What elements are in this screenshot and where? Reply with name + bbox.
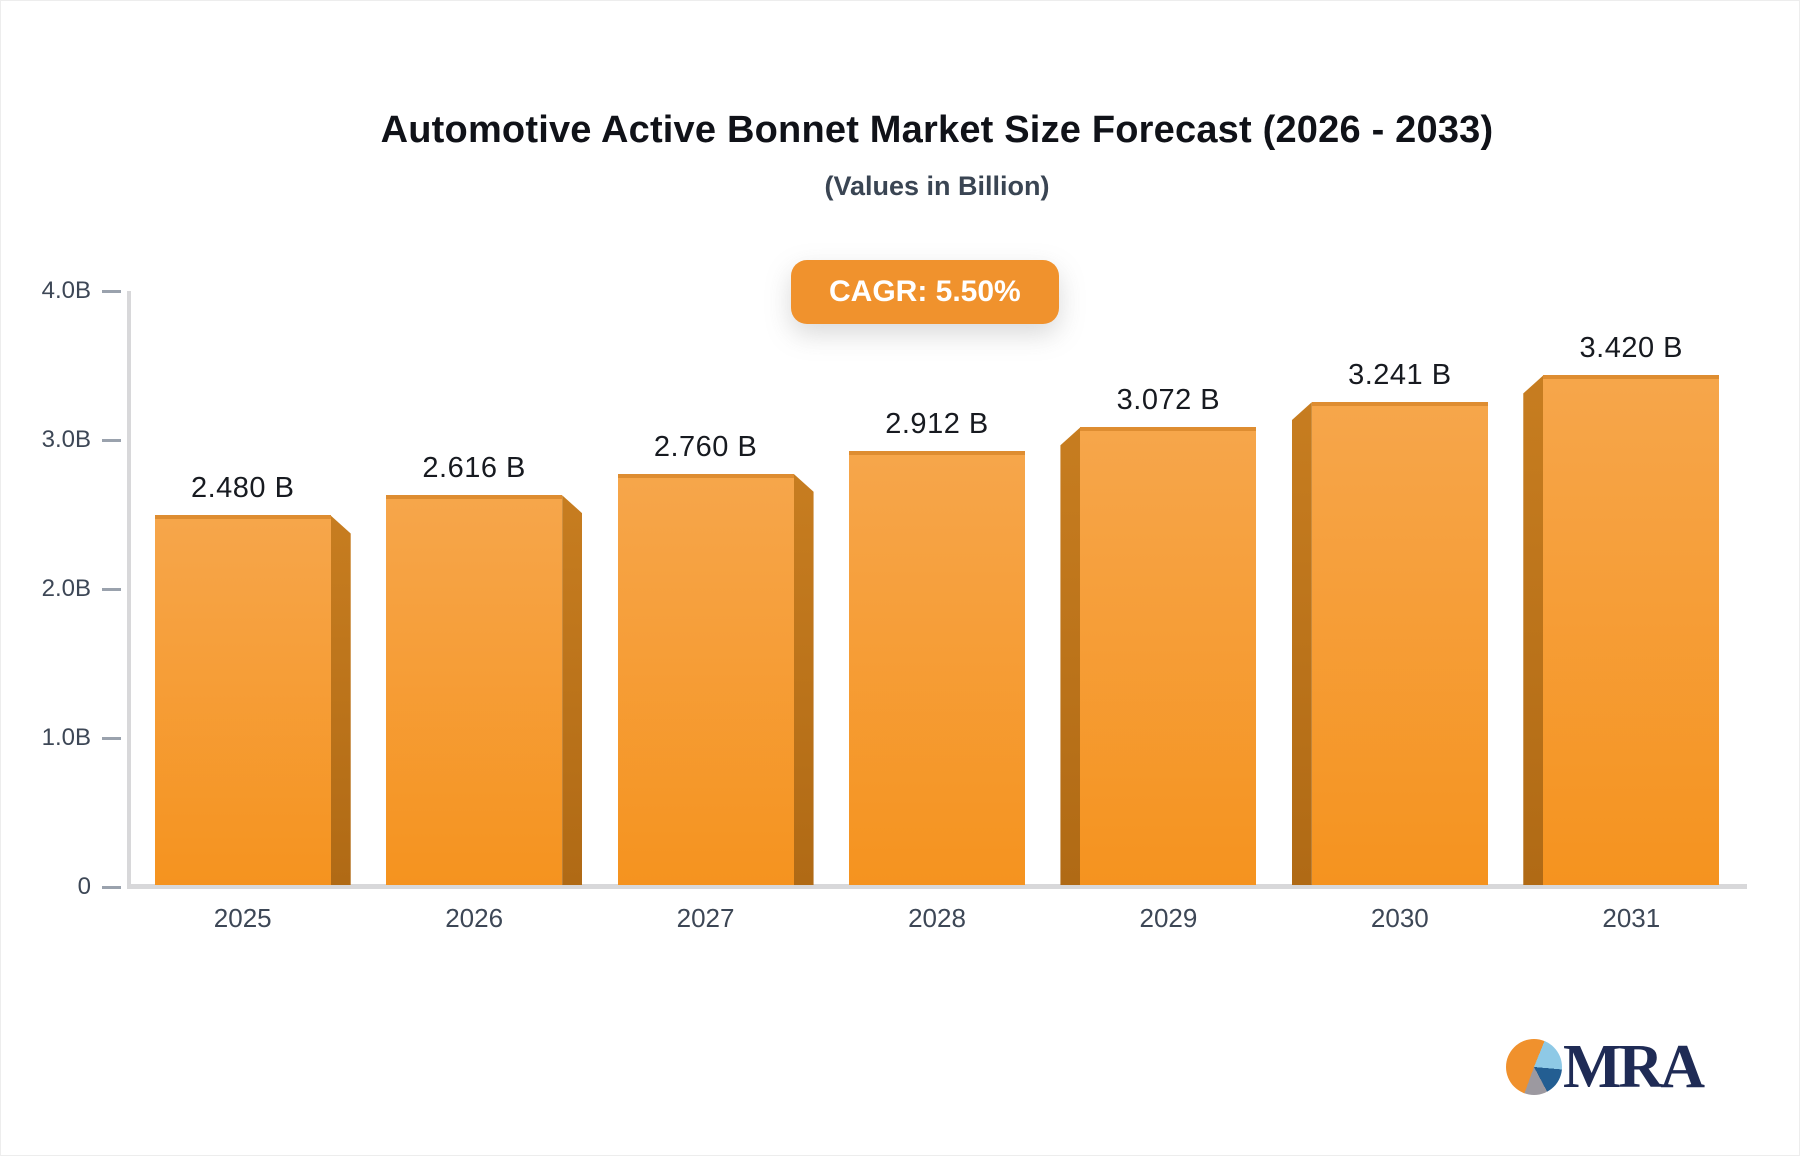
x-axis-label: 2029 [1139,903,1198,933]
bar-value-label: 2.912 B [885,408,989,441]
bar-value-label: 3.241 B [1348,359,1452,392]
bar-value-label: 3.420 B [1579,332,1684,365]
x-axis-label: 2025 [213,903,272,933]
bar-2028 [849,451,1025,885]
y-axis-tick-label: 2.0B [41,575,91,602]
x-axis-label: 2030 [1370,903,1429,933]
x-axis-label: 2028 [908,903,966,933]
pie-chart-logo-icon [1506,1039,1562,1095]
y-axis-tick-label: 3.0B [41,426,91,453]
y-axis-tick-label: 4.0B [41,277,91,304]
y-axis-tick [102,588,121,591]
bar-3d-side [1291,402,1312,885]
y-axis-tick [102,737,121,740]
y-axis-tick [102,290,121,293]
bar-2025 [154,515,351,885]
y-axis-line [127,291,131,887]
bar-2031 [1523,375,1720,885]
bar-3d-side [562,495,583,885]
mra-logo: MRA [1506,1033,1705,1101]
x-axis-label: 2031 [1602,903,1661,933]
bar-3d-side [1523,375,1544,885]
bar-2026 [386,495,583,885]
chart-subtitle: (Values in Billion) [824,171,1050,201]
bar-value-label: 2.480 B [190,472,295,505]
cagr-badge: CAGR: 5.50% [791,260,1059,324]
bar-3d-side [330,515,351,885]
x-axis-label: 2026 [445,903,504,933]
bar-value-label: 3.072 B [1116,384,1221,417]
bar-value-label: 2.616 B [422,452,526,485]
y-axis-tick [102,886,121,889]
y-axis-tick [102,439,121,442]
chart-title: Automotive Active Bonnet Market Size For… [380,109,1494,151]
x-axis-label: 2027 [676,903,735,933]
bar-value-label: 2.760 B [653,430,758,463]
bar-3d-side [793,473,814,885]
x-axis-line [127,884,1747,889]
bars-container: 2.480 B 2.616 B 2.760 B 2.912 B 3.072 B 3.241… [127,291,1747,885]
logo-text: MRA [1563,1033,1705,1101]
y-axis-tick-label: 1.0B [41,724,91,751]
bar-2027 [617,473,814,885]
y-axis-tick-label: 0 [77,873,91,900]
bar-2030 [1291,402,1488,885]
bar-2029 [1060,427,1257,885]
bar-3d-side [1060,427,1081,885]
